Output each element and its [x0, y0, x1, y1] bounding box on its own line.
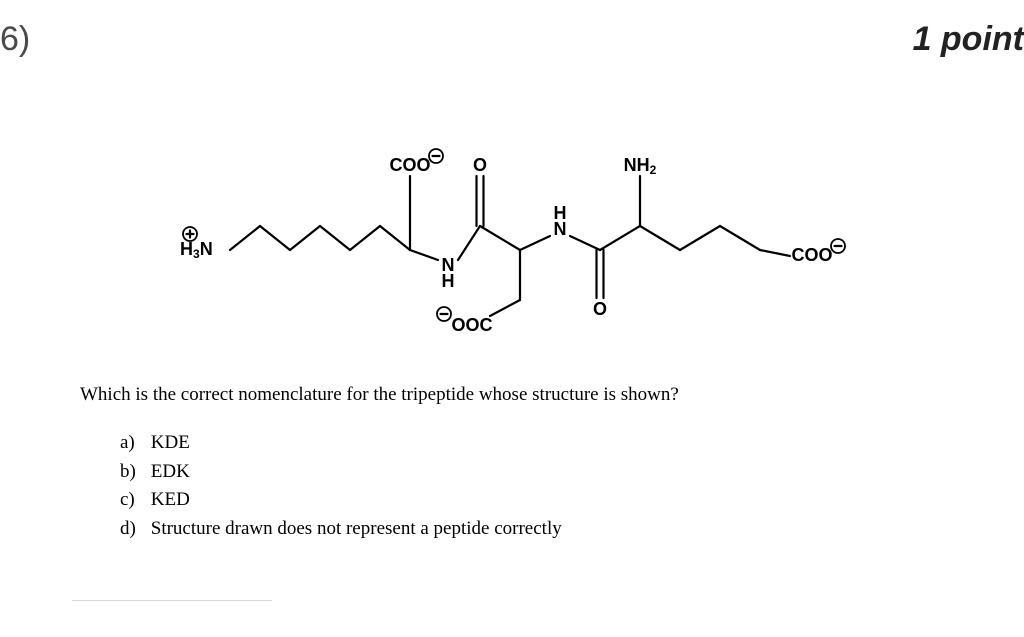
option-text: EDK: [151, 461, 190, 482]
points-label: 1 point: [913, 20, 1024, 59]
svg-text:COO: COO: [791, 245, 832, 265]
tripeptide-structure: H3NCOONHOOOCNHONH2COO: [170, 120, 870, 350]
svg-text:H: H: [442, 271, 455, 291]
question-text: Which is the correct nomenclature for th…: [80, 384, 679, 406]
svg-text:NH2: NH2: [624, 155, 657, 177]
option-label: a): [120, 430, 146, 457]
svg-text:H: H: [554, 203, 567, 223]
svg-text:H3N: H3N: [180, 239, 213, 261]
divider: [72, 600, 272, 601]
svg-text:O: O: [473, 155, 487, 175]
option-a: a) KDE: [120, 430, 562, 457]
svg-text:COO: COO: [389, 155, 430, 175]
svg-text:O: O: [593, 299, 607, 319]
option-label: d): [120, 516, 146, 543]
option-label: b): [120, 459, 146, 486]
option-text: Structure drawn does not represent a pep…: [151, 518, 562, 539]
answer-options: a) KDE b) EDK c) KED d) Structure drawn …: [120, 430, 562, 544]
question-number: 6): [0, 20, 30, 59]
option-text: KDE: [151, 432, 190, 453]
option-d: d) Structure drawn does not represent a …: [120, 516, 562, 543]
option-label: c): [120, 487, 146, 514]
svg-text:OOC: OOC: [451, 315, 492, 335]
option-b: b) EDK: [120, 459, 562, 486]
option-text: KED: [151, 489, 190, 510]
option-c: c) KED: [120, 487, 562, 514]
